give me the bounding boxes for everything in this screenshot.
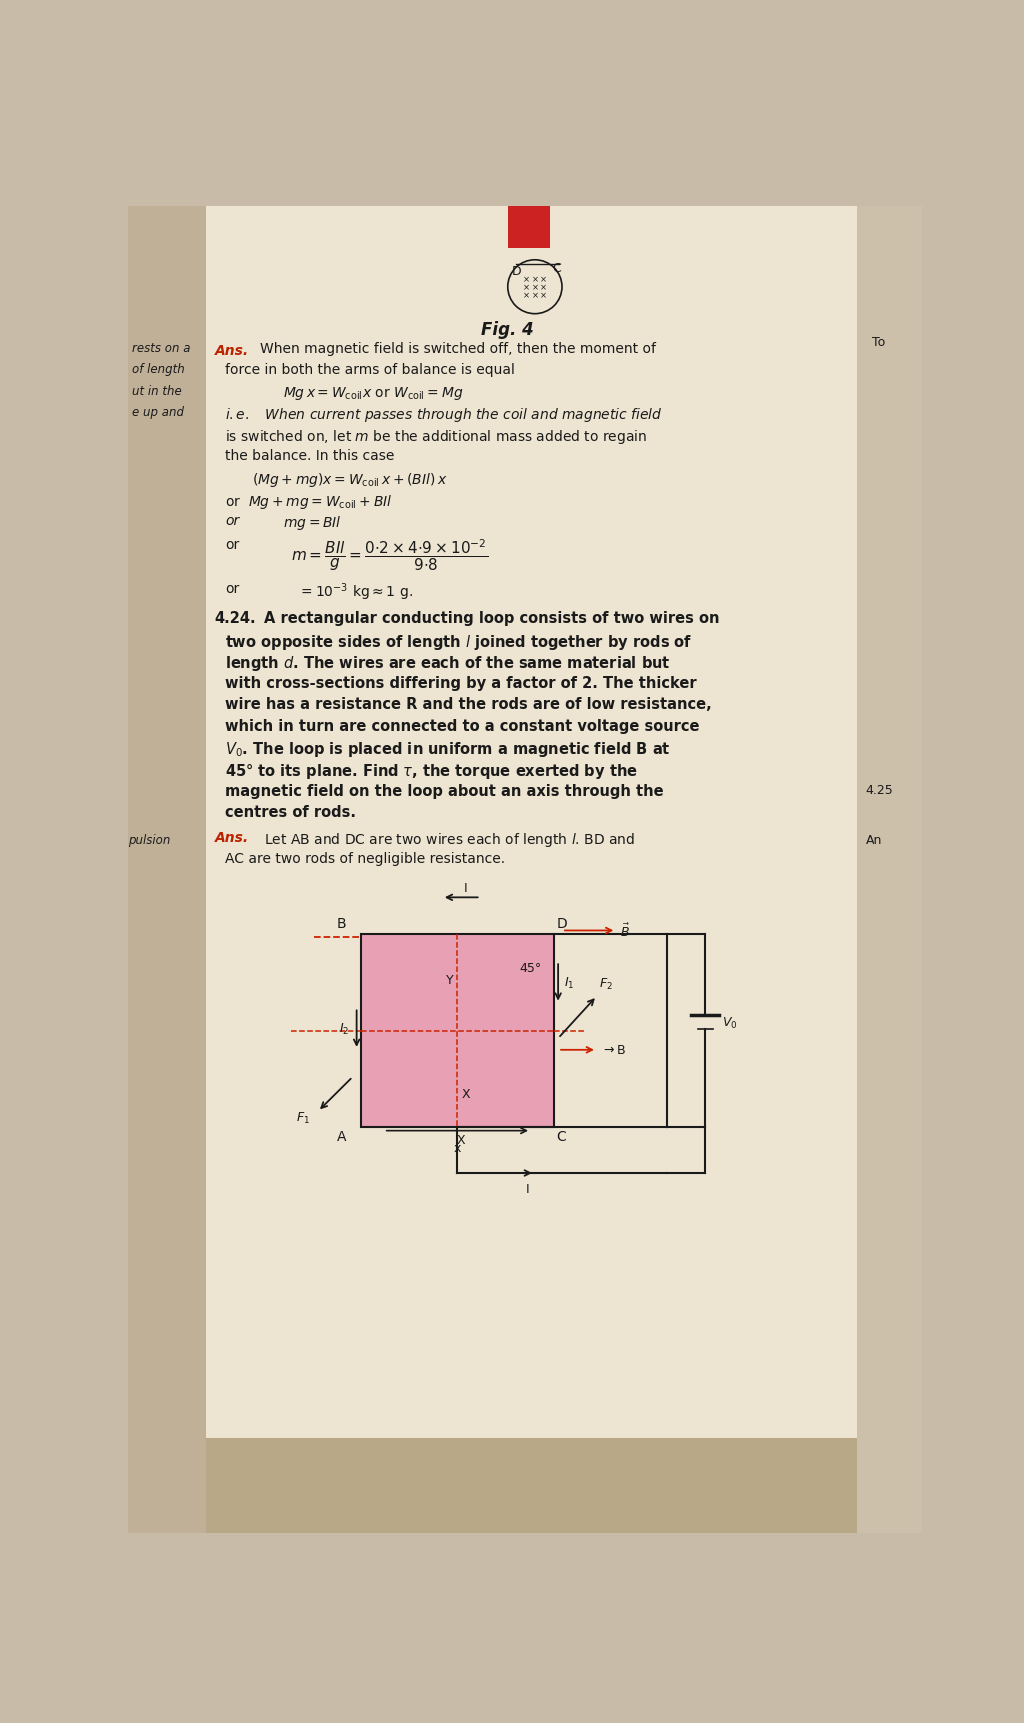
Bar	[128, 1439, 922, 1533]
Text: $Mg\,x = W_{\rm coil}x$ or $W_{\rm coil} = Mg$: $Mg\,x = W_{\rm coil}x$ or $W_{\rm coil}…	[283, 384, 464, 401]
Text: magnetic field on the loop about an axis through the: magnetic field on the loop about an axis…	[225, 784, 664, 798]
Text: $m = \dfrac{BIl}{g} = \dfrac{0{\cdot}2 \times 4{\cdot}9 \times 10^{-2}}{9{\cdot}: $m = \dfrac{BIl}{g} = \dfrac{0{\cdot}2 \…	[291, 538, 487, 574]
Text: A: A	[337, 1130, 346, 1144]
Bar	[508, 207, 550, 250]
Text: 45°: 45°	[519, 961, 542, 975]
Text: of length: of length	[132, 364, 184, 376]
Text: C: C	[557, 1130, 566, 1144]
Text: ×: ×	[531, 276, 539, 284]
Bar	[128, 207, 206, 1533]
Text: Let AB and DC are two wires each of length $l$. BD and: Let AB and DC are two wires each of leng…	[263, 830, 635, 848]
Text: pulsion: pulsion	[128, 834, 170, 848]
Text: $F_1$: $F_1$	[296, 1110, 310, 1125]
Text: To: To	[872, 336, 886, 350]
Bar	[360, 936, 554, 1127]
Text: An: An	[866, 834, 882, 848]
Text: which in turn are connected to a constant voltage source: which in turn are connected to a constan…	[225, 718, 699, 734]
Text: force in both the arms of balance is equal: force in both the arms of balance is equ…	[225, 364, 515, 377]
Text: When magnetic field is switched off, then the moment of: When magnetic field is switched off, the…	[260, 341, 655, 355]
Text: $\vec{B}$: $\vec{B}$	[621, 922, 630, 939]
Text: $F_2$: $F_2$	[599, 975, 613, 991]
Text: $i.e.$   When current passes through the coil and magnetic field: $i.e.$ When current passes through the c…	[225, 407, 663, 424]
Text: or: or	[225, 513, 240, 527]
Text: $I_1$: $I_1$	[563, 975, 574, 991]
Text: or: or	[225, 538, 240, 551]
Text: ×: ×	[540, 276, 547, 284]
Text: Ans.: Ans.	[215, 830, 249, 844]
Text: $V_0$: $V_0$	[722, 1015, 738, 1030]
Text: D: D	[512, 264, 521, 277]
Text: ×: ×	[540, 283, 547, 293]
Text: with cross-sections differing by a factor of 2. The thicker: with cross-sections differing by a facto…	[225, 675, 696, 691]
Text: two opposite sides of length $l$ joined together by rods of: two opposite sides of length $l$ joined …	[225, 632, 692, 651]
Text: ×: ×	[540, 291, 547, 300]
Text: ×: ×	[531, 283, 539, 293]
Text: Fig. 4: Fig. 4	[481, 320, 535, 339]
Text: is switched on, let $m$ be the additional mass added to regain: is switched on, let $m$ be the additiona…	[225, 427, 647, 446]
Text: centres of rods.: centres of rods.	[225, 805, 356, 820]
Text: B: B	[337, 917, 346, 930]
Text: $V_0$. The loop is placed in uniform a magnetic field B at: $V_0$. The loop is placed in uniform a m…	[225, 741, 671, 760]
Text: X: X	[461, 1087, 470, 1101]
Text: $mg = BIl$: $mg = BIl$	[283, 513, 342, 532]
Text: or  $Mg + mg = W_{\rm coil} + BIl$: or $Mg + mg = W_{\rm coil} + BIl$	[225, 493, 392, 510]
Text: e up and: e up and	[132, 407, 184, 419]
Text: D: D	[557, 917, 567, 930]
Text: rests on a: rests on a	[132, 341, 190, 355]
Text: the balance. In this case: the balance. In this case	[225, 450, 394, 463]
Text: wire has a resistance R and the rods are of low resistance,: wire has a resistance R and the rods are…	[225, 698, 712, 712]
Text: $\rightarrow$B: $\rightarrow$B	[601, 1044, 626, 1056]
Text: ×: ×	[523, 283, 529, 293]
Text: I: I	[525, 1182, 529, 1196]
Text: 4.25: 4.25	[866, 784, 894, 796]
Text: I: I	[463, 882, 467, 894]
Text: $= 10^{-3}\ \rm{kg} \approx 1\ g.$: $= 10^{-3}\ \rm{kg} \approx 1\ g.$	[299, 582, 414, 603]
Text: ut in the: ut in the	[132, 384, 181, 398]
Text: 45° to its plane. Find $\tau$, the torque exerted by the: 45° to its plane. Find $\tau$, the torqu…	[225, 762, 638, 781]
Text: A rectangular conducting loop consists of two wires on: A rectangular conducting loop consists o…	[263, 610, 719, 625]
Text: x: x	[454, 1141, 461, 1154]
Text: AC are two rods of negligible resistance.: AC are two rods of negligible resistance…	[225, 851, 505, 865]
Text: ×: ×	[531, 291, 539, 300]
Text: X: X	[457, 1134, 466, 1146]
Text: 4.24.: 4.24.	[215, 610, 256, 625]
Bar	[190, 207, 864, 1454]
Bar	[856, 207, 922, 1533]
Text: Y: Y	[445, 973, 454, 986]
Text: length $d$. The wires are each of the same material but: length $d$. The wires are each of the sa…	[225, 653, 671, 674]
Text: ×: ×	[523, 276, 529, 284]
Text: ×: ×	[523, 291, 529, 300]
Text: Ans.: Ans.	[215, 345, 249, 358]
Text: C: C	[553, 262, 561, 276]
Text: $(Mg + mg)x = W_{\rm coil}\,x + (BIl)\,x$: $(Mg + mg)x = W_{\rm coil}\,x + (BIl)\,x…	[252, 470, 447, 489]
Text: $I_2$: $I_2$	[339, 1022, 349, 1036]
Text: or: or	[225, 582, 240, 596]
